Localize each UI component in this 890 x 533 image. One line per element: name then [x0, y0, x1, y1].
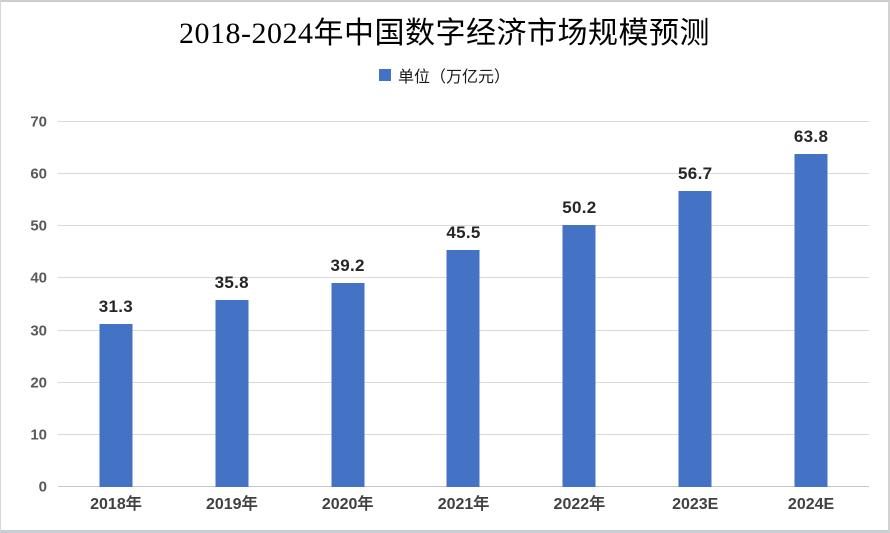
bar-slot: 35.8 [174, 122, 290, 487]
legend: 单位（万亿元） [1, 63, 888, 87]
bar-value-label: 39.2 [330, 255, 365, 275]
bar-value-label: 35.8 [214, 273, 249, 293]
bar [331, 282, 365, 487]
x-category-label: 2019年 [205, 496, 258, 513]
bar-slot: 63.8 [753, 122, 869, 487]
bar-value-label: 31.3 [98, 296, 134, 316]
chart-title: 2018-2024年中国数字经济市场规模预测 [179, 17, 710, 50]
bar-value-label: 63.8 [793, 127, 829, 147]
gridline [58, 173, 869, 175]
bar-slot: 31.3 [58, 122, 174, 487]
bar [678, 191, 712, 487]
x-category-label: 2020年 [321, 496, 374, 513]
y-tick-label: 30 [30, 322, 47, 340]
legend-marker-icon [378, 68, 391, 81]
x-category-label: 2023E [672, 496, 719, 513]
plot-area: 31.3 35.8 39.2 45.5 50.2 56.7 63.8 [58, 121, 869, 487]
bar-value-label: 56.7 [678, 164, 713, 184]
gridline [58, 121, 869, 122]
bar-slot: 50.2 [521, 122, 637, 487]
y-tick-label: 70 [30, 113, 47, 131]
y-tick-label: 20 [30, 374, 47, 392]
y-tick-label: 0 [38, 478, 47, 496]
bar-slot: 56.7 [637, 122, 753, 487]
bar-value-label: 45.5 [446, 222, 481, 242]
x-category-label: 2018年 [90, 496, 142, 513]
y-tick-label: 60 [30, 165, 47, 183]
y-tick-label: 10 [30, 426, 47, 444]
x-category-label: 2022年 [553, 496, 606, 513]
x-category-label: 2021年 [437, 496, 490, 513]
bar [99, 323, 133, 487]
bar-slot: 45.5 [406, 122, 522, 487]
y-tick-label: 50 [30, 217, 47, 235]
bar [562, 225, 596, 487]
y-axis-tick-labels: 0 10 20 30 40 50 60 70 [1, 115, 53, 495]
bar [794, 154, 828, 487]
legend-label: 单位（万亿元） [397, 68, 510, 86]
bar [446, 249, 480, 487]
bar-slot: 39.2 [290, 122, 406, 487]
x-axis-labels: 2018年 2019年 2020年 2021年 2022年 2023E 2024E [58, 496, 869, 518]
bar [215, 300, 249, 487]
gridline [58, 225, 869, 227]
bar-value-label: 50.2 [562, 198, 597, 218]
y-tick-label: 40 [30, 269, 47, 287]
x-category-label: 2024E [787, 496, 835, 513]
